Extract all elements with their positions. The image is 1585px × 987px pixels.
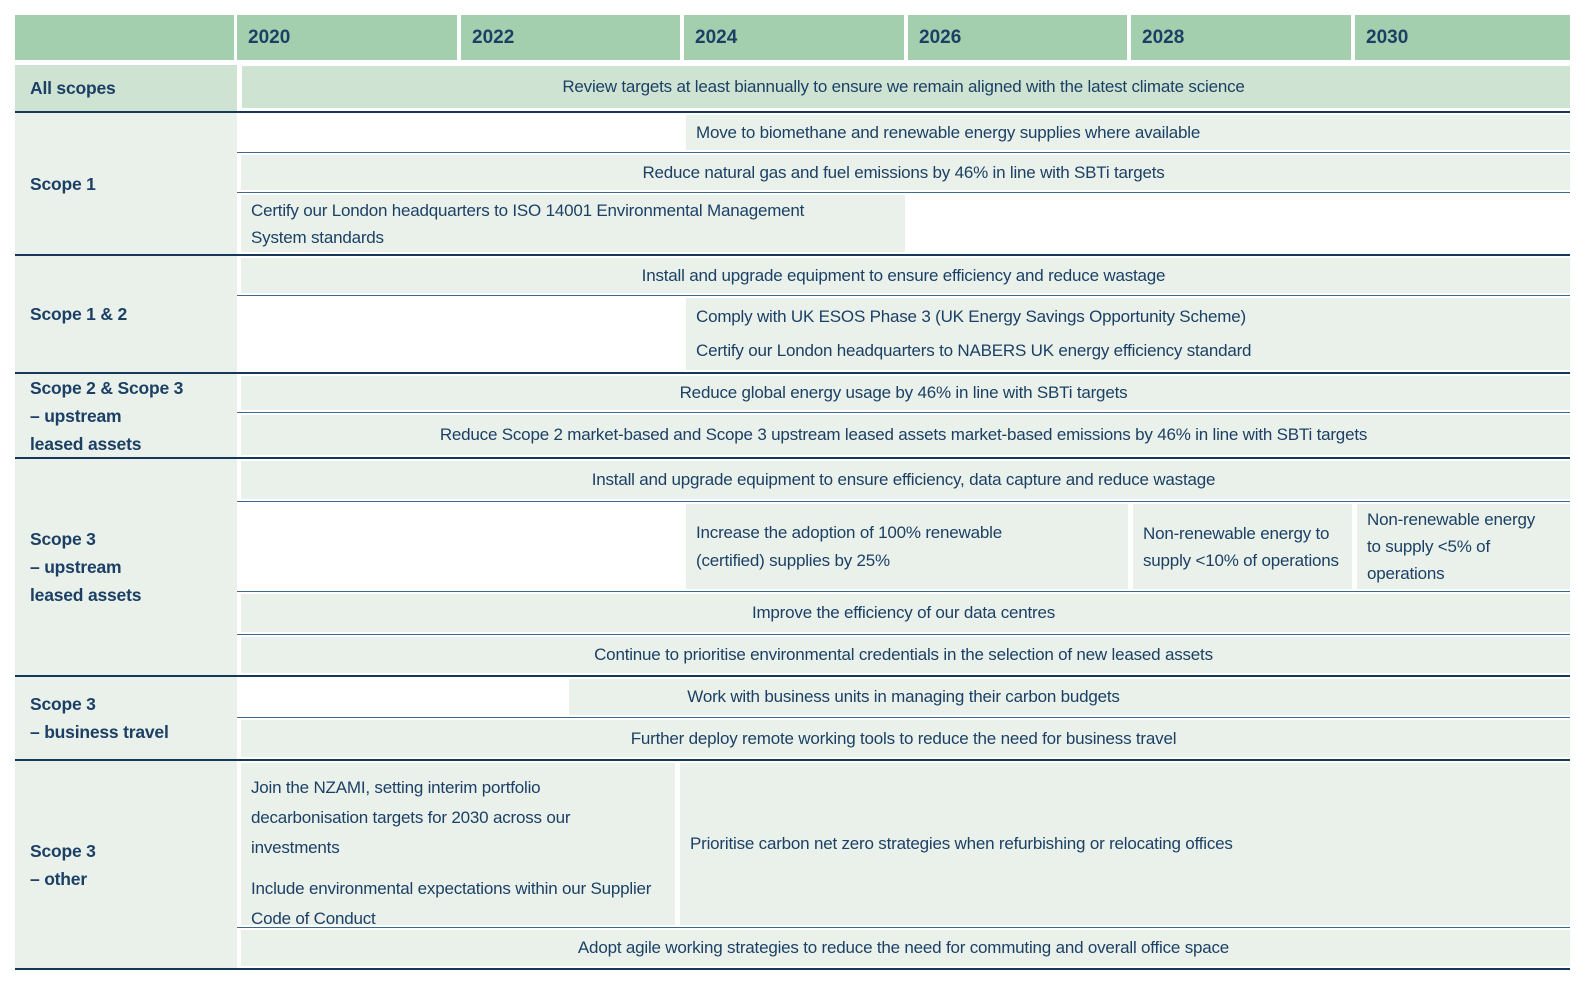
bar-text: Install and upgrade equipment to ensure … [641,265,1166,285]
year-label: 2024 [695,27,738,48]
row-reduce-market-based: Reduce Scope 2 market-based and Scope 3 … [237,412,1570,457]
bar-text: Certify our London headquarters to ISO 1… [251,200,805,247]
year-label: 2022 [472,27,515,48]
bar-text: Non-renewable energy to supply <5% of op… [1367,510,1535,583]
bar-continue-prioritise [241,637,1570,673]
bar-text: Include environmental expectations withi… [251,879,652,928]
scope3-travel-section: Scope 3 – business travel Work with busi… [15,677,1570,761]
year-label: 2020 [248,27,291,48]
bar-text: Reduce natural gas and fuel emissions by… [642,162,1165,182]
row-reduce-global-energy: Reduce global energy usage by 46% in lin… [237,374,1570,412]
bar-remote-working [241,720,1570,757]
row-label-scope1: Scope 1 [15,113,237,254]
timeline-header-row: 2020 2022 2024 2026 2028 2030 [15,15,1570,60]
bar-net-zero-offices: Prioritise carbon net zero strategies wh… [680,763,1570,925]
bar-reduce-natural-gas [241,155,1570,190]
row-label-scope3-upstream: Scope 3 – upstream leased assets [15,459,237,675]
all-scopes-section: All scopes Review targets at least biann… [15,65,1570,113]
bar-text: Work with business units in managing the… [687,687,1120,706]
bar-text: Certify our London headquarters to NABER… [696,341,1252,360]
row-reduce-natural-gas: Reduce natural gas and fuel emissions by… [237,152,1570,192]
bar-esos-nabers: Comply with UK ESOS Phase 3 (UK Energy S… [686,298,1570,370]
bar-carbon-budgets [569,679,1570,715]
bar-move-biomethane: Move to biomethane and renewable energy … [686,115,1570,150]
bar-improve-data-centres [241,594,1570,632]
bar-text: Review targets at least biannually to en… [562,77,1245,96]
bar-text: Move to biomethane and renewable energy … [696,122,1201,142]
row-renewable-supply: Increase the adoption of 100% renewable … [237,501,1570,591]
bar-install-upgrade [241,258,1570,293]
bar-certify-iso: Certify our London headquarters to ISO 1… [241,195,905,252]
header-spacer-cell [15,15,234,60]
year-header-2030: 2030 [1355,15,1570,60]
row-move-biomethane: Move to biomethane and renewable energy … [237,113,1570,152]
bar-text: Non-renewable energy to supply <10% of o… [1143,523,1339,570]
row-continue-prioritise: Continue to prioritise environmental cre… [237,634,1570,675]
row-agile-working: Adopt agile working strategies to reduce… [237,927,1570,968]
bar-non-renewable-5: Non-renewable energy to supply <5% of op… [1357,504,1570,589]
scope1-section: Scope 1 Move to biomethane and renewable… [15,113,1570,256]
bar-increase-renewable: Increase the adoption of 100% renewable … [686,504,1128,589]
row-label-scope2-3: Scope 2 & Scope 3 – upstream leased asse… [15,374,237,457]
bar-text: Continue to prioritise environmental cre… [594,645,1213,664]
year-label: 2030 [1366,27,1409,48]
row-carbon-budgets: Work with business units in managing the… [237,677,1570,717]
year-label: 2028 [1142,27,1185,48]
bar-text: Install and upgrade equipment to ensure … [591,470,1216,489]
row-nzami-offices: Join the NZAMI, setting interim portfoli… [237,761,1570,928]
bar-text: Increase the adoption of 100% renewable … [696,522,1002,570]
bar-text: Reduce global energy usage by 46% in lin… [679,383,1128,402]
bar-text: Prioritise carbon net zero strategies wh… [690,834,1233,853]
net-zero-roadmap-table: 2020 2022 2024 2026 2028 2030 All scopes… [15,15,1570,970]
row-label-scope1-2: Scope 1 & 2 [15,256,237,372]
row-label-all-scopes: All scopes [15,65,237,111]
bar-agile-working [241,930,1570,966]
bar-review-targets [242,66,1570,108]
row-install-upgrade-data: Install and upgrade equipment to ensure … [237,459,1570,501]
bar-text: Comply with UK ESOS Phase 3 (UK Energy S… [696,307,1246,326]
year-label: 2026 [919,27,962,48]
bar-text: Join the NZAMI, setting interim portfoli… [251,778,571,857]
year-header-2026: 2026 [908,15,1127,60]
year-header-2024: 2024 [684,15,904,60]
bar-text: Improve the efficiency of our data centr… [751,603,1056,622]
bar-text: Adopt agile working strategies to reduce… [577,938,1230,957]
bar-install-upgrade-data [241,461,1570,499]
bar-nzami-supplier-code: Join the NZAMI, setting interim portfoli… [241,763,675,928]
scope3-other-section: Scope 3 – other Join the NZAMI, setting … [15,761,1570,970]
bar-reduce-market-based [241,415,1570,455]
year-header-2022: 2022 [461,15,680,60]
row-install-upgrade: Install and upgrade equipment to ensure … [237,256,1570,295]
scope2-3-section: Scope 2 & Scope 3 – upstream leased asse… [15,374,1570,459]
row-review-targets: Review targets at least biannually to en… [237,65,1570,109]
year-header-2020: 2020 [237,15,457,60]
row-label-scope3-travel: Scope 3 – business travel [15,677,237,759]
row-improve-data-centres: Improve the efficiency of our data centr… [237,591,1570,634]
bar-text: Further deploy remote working tools to r… [630,728,1177,748]
bar-text: Reduce Scope 2 market-based and Scope 3 … [439,425,1368,444]
row-esos-nabers: Comply with UK ESOS Phase 3 (UK Energy S… [237,295,1570,372]
row-remote-working: Further deploy remote working tools to r… [237,717,1570,759]
scope3-upstream-section: Scope 3 – upstream leased assets Install… [15,459,1570,677]
year-header-2028: 2028 [1131,15,1351,60]
row-label-scope3-other: Scope 3 – other [15,761,237,968]
bar-reduce-global-energy [241,376,1570,410]
bar-non-renewable-10: Non-renewable energy to supply <10% of o… [1133,504,1352,589]
scope1-2-section: Scope 1 & 2 Install and upgrade equipmen… [15,256,1570,374]
row-certify-iso: Certify our London headquarters to ISO 1… [237,192,1570,254]
